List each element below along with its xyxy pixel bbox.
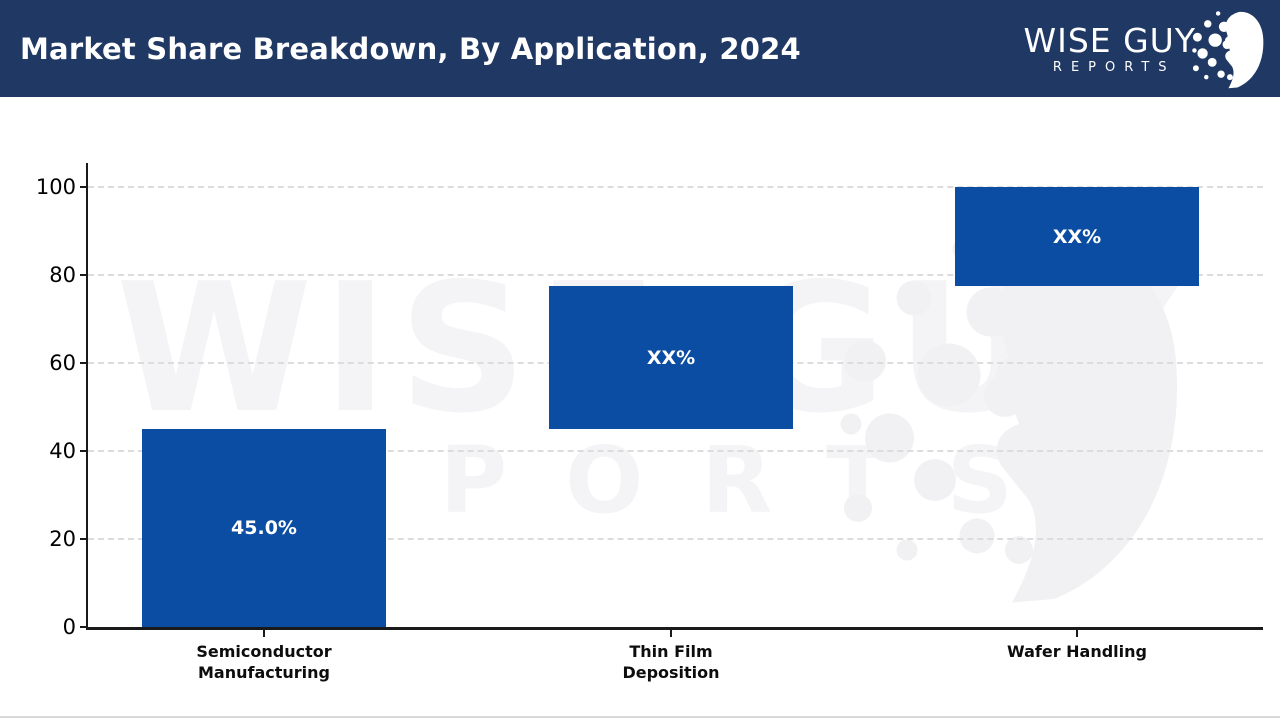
x-tick: [1076, 630, 1078, 637]
bar-2: XX%: [549, 286, 793, 429]
gridline: [88, 186, 1263, 188]
y-tick-label: 80: [49, 263, 76, 287]
bar-1: 45.0%: [142, 429, 386, 627]
x-tick: [670, 630, 672, 637]
y-tick: [80, 626, 88, 628]
y-tick: [80, 186, 88, 188]
y-tick: [80, 538, 88, 540]
category-label-line: Thin Film: [629, 642, 713, 661]
y-tick-label: 40: [49, 439, 76, 463]
wise-guy-reports-logo: WISE GUY REPORTS: [1023, 6, 1264, 92]
category-label: Semiconductor Manufacturing: [114, 641, 414, 683]
bar-value-label: XX%: [646, 346, 696, 369]
bottom-divider: [0, 716, 1280, 718]
page-title: Market Share Breakdown, By Application, …: [20, 31, 801, 66]
chart-canvas: WISE GUY REPORTS 02040608010045.0%XX%XX%…: [0, 97, 1280, 720]
bar-3: XX%: [955, 187, 1199, 286]
y-tick-label: 0: [62, 615, 76, 639]
logo-wordmark: WISE GUY: [1023, 21, 1196, 60]
header-bar: Market Share Breakdown, By Application, …: [0, 0, 1280, 97]
y-axis: [86, 163, 88, 630]
category-label-line: Deposition: [622, 663, 720, 682]
x-axis: [86, 627, 1263, 630]
bar-value-label: 45.0%: [231, 517, 297, 539]
x-tick: [263, 630, 265, 637]
logo-text: WISE GUY REPORTS: [1023, 23, 1196, 75]
bar-value-label: XX%: [1052, 225, 1102, 248]
category-label-line: Manufacturing: [198, 663, 330, 682]
y-tick-label: 60: [49, 351, 76, 375]
category-label-line: Wafer Handling: [1007, 642, 1147, 661]
logo-subtitle: REPORTS: [1052, 60, 1176, 75]
y-tick: [80, 362, 88, 364]
gridline: [88, 538, 1263, 540]
y-tick-label: 20: [49, 527, 76, 551]
gridline: [88, 450, 1263, 452]
category-label: Wafer Handling: [927, 641, 1227, 662]
category-label-line: Semiconductor: [196, 642, 332, 661]
y-tick-label: 100: [35, 175, 76, 199]
y-tick: [80, 450, 88, 452]
y-tick: [80, 274, 88, 276]
gridline: [88, 274, 1263, 276]
category-label: Thin Film Deposition: [521, 641, 821, 683]
logo-face-icon: [1192, 11, 1264, 89]
